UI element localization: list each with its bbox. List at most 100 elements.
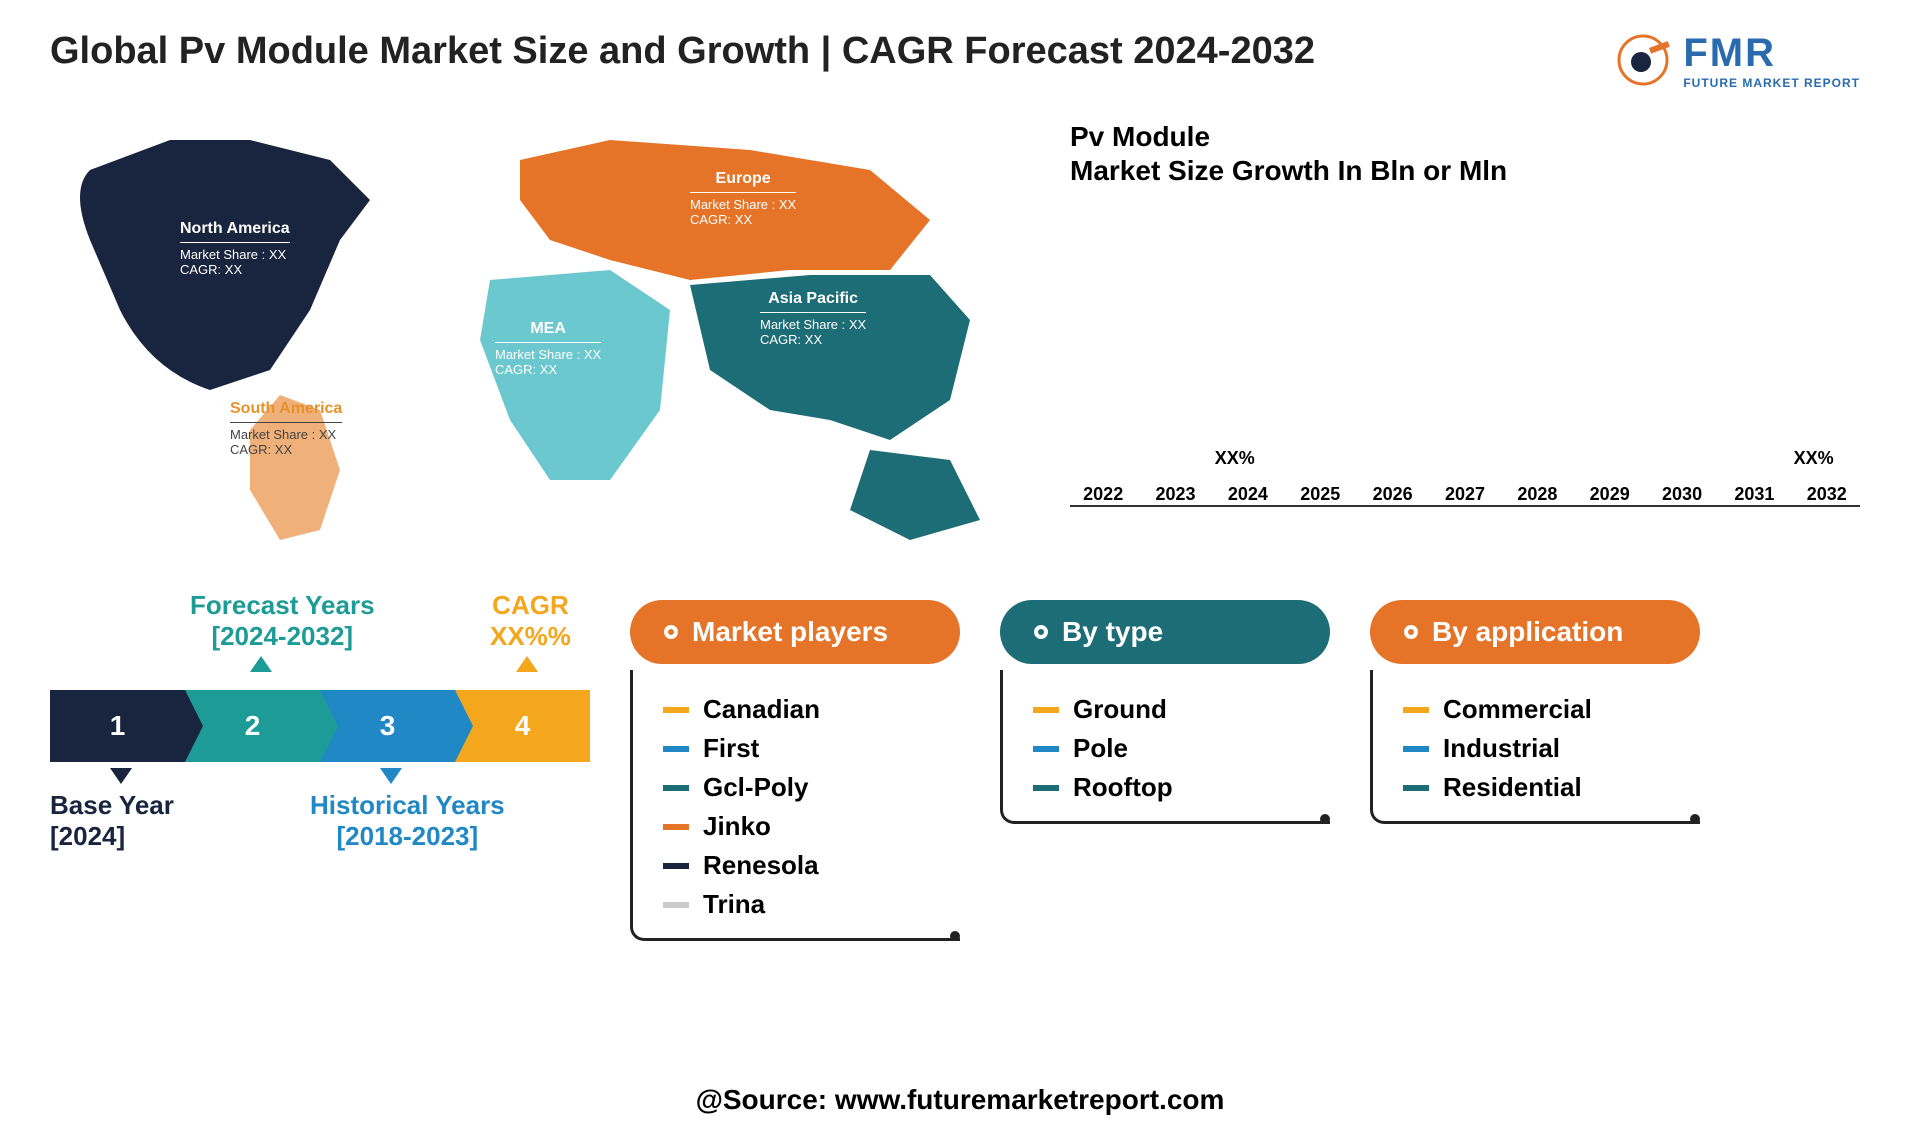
- bar-year-label: 2032: [1807, 484, 1847, 505]
- category-pill: Market players: [630, 600, 960, 664]
- bar-year-label: 2027: [1445, 484, 1485, 505]
- category-list: Ground Pole Rooftop: [1000, 670, 1330, 824]
- header: Global Pv Module Market Size and Growth …: [0, 0, 1920, 90]
- label-eu: Europe Market Share : XXCAGR: XX: [690, 170, 796, 227]
- category-block: By application Commercial Industrial Reside…: [1370, 600, 1700, 941]
- bar-col: 2023: [1142, 476, 1208, 505]
- bar-col: XX%2032: [1794, 476, 1860, 505]
- bar-year-label: 2025: [1300, 484, 1340, 505]
- timeline-seg: 4: [455, 690, 590, 762]
- item-text: Jinko: [703, 811, 771, 842]
- category-list: Canadian First Gcl-Poly Jinko Renesola Trina: [630, 670, 960, 941]
- item-text: Commercial: [1443, 694, 1592, 725]
- bar-col: 2028: [1504, 476, 1570, 505]
- timeline: Forecast Years[2024-2032] CAGRXX%% 1234 …: [50, 600, 590, 878]
- bottom-section: Forecast Years[2024-2032] CAGRXX%% 1234 …: [0, 550, 1920, 941]
- pill-dot-icon: [1404, 625, 1418, 639]
- bullet-icon: [1033, 785, 1059, 791]
- timeline-seg: 3: [320, 690, 455, 762]
- category-block: By type Ground Pole Rooftop: [1000, 600, 1330, 941]
- list-item: Commercial: [1403, 690, 1690, 729]
- fmr-logo-icon: [1613, 30, 1673, 90]
- item-text: Canadian: [703, 694, 820, 725]
- category-block: Market players Canadian First Gcl-Poly Jinko…: [630, 600, 960, 941]
- bar-col: 2026: [1359, 476, 1425, 505]
- growth-chart: Pv ModuleMarket Size Growth In Bln or Ml…: [1070, 110, 1860, 550]
- logo: FMR FUTURE MARKET REPORT: [1613, 30, 1860, 90]
- item-text: Industrial: [1443, 733, 1560, 764]
- bullet-icon: [1403, 785, 1429, 791]
- label-sa: South America Market Share : XXCAGR: XX: [230, 400, 342, 457]
- bullet-icon: [663, 707, 689, 713]
- bar-year-label: 2024: [1228, 484, 1268, 505]
- category-title: Market players: [692, 616, 888, 648]
- bullet-icon: [663, 824, 689, 830]
- bar-col: 2027: [1432, 476, 1498, 505]
- categories: Market players Canadian First Gcl-Poly Jinko…: [630, 600, 1700, 941]
- bullet-icon: [663, 746, 689, 752]
- bar-year-label: 2023: [1156, 484, 1196, 505]
- bar-col: 2031: [1721, 476, 1787, 505]
- item-text: Pole: [1073, 733, 1128, 764]
- list-item: Ground: [1033, 690, 1320, 729]
- bar-year-label: 2029: [1590, 484, 1630, 505]
- item-text: Gcl-Poly: [703, 772, 808, 803]
- list-item: Canadian: [663, 690, 950, 729]
- bar-year-label: 2030: [1662, 484, 1702, 505]
- forecast-label: Forecast Years[2024-2032]: [190, 590, 375, 652]
- category-title: By application: [1432, 616, 1623, 648]
- bullet-icon: [1403, 746, 1429, 752]
- source-text: @Source: www.futuremarketreport.com: [0, 1084, 1920, 1116]
- bar-col: 2030: [1649, 476, 1715, 505]
- top-section: North America Market Share : XXCAGR: XX …: [0, 90, 1920, 550]
- cagr-label: CAGRXX%%: [490, 590, 571, 652]
- bullet-icon: [1033, 707, 1059, 713]
- list-item: First: [663, 729, 950, 768]
- list-item: Renesola: [663, 846, 950, 885]
- label-na: North America Market Share : XXCAGR: XX: [180, 220, 290, 277]
- item-text: Ground: [1073, 694, 1167, 725]
- list-item: Gcl-Poly: [663, 768, 950, 807]
- page-title: Global Pv Module Market Size and Growth …: [50, 30, 1315, 73]
- arrow-down-icon: [380, 768, 402, 784]
- list-item: Industrial: [1403, 729, 1690, 768]
- bar-col: 2022: [1070, 476, 1136, 505]
- category-pill: By application: [1370, 600, 1700, 664]
- logo-text-sub: FUTURE MARKET REPORT: [1683, 76, 1860, 90]
- historical-label: Historical Years[2018-2023]: [310, 790, 505, 852]
- timeline-seg: 2: [185, 690, 320, 762]
- label-mea: MEA Market Share : XXCAGR: XX: [495, 320, 601, 377]
- arrow-up-icon: [516, 656, 538, 672]
- bar-col: XX%2024: [1215, 476, 1281, 505]
- bar-col: 2025: [1287, 476, 1353, 505]
- bar-col: 2029: [1577, 476, 1643, 505]
- bullet-icon: [663, 863, 689, 869]
- list-item: Rooftop: [1033, 768, 1320, 807]
- bullet-icon: [1403, 707, 1429, 713]
- item-text: First: [703, 733, 759, 764]
- pill-dot-icon: [664, 625, 678, 639]
- item-text: Residential: [1443, 772, 1582, 803]
- list-item: Pole: [1033, 729, 1320, 768]
- item-text: Trina: [703, 889, 765, 920]
- bullet-icon: [663, 785, 689, 791]
- category-title: By type: [1062, 616, 1163, 648]
- timeline-seg: 1: [50, 690, 185, 762]
- category-pill: By type: [1000, 600, 1330, 664]
- bar-year-label: 2026: [1373, 484, 1413, 505]
- list-item: Residential: [1403, 768, 1690, 807]
- world-map: North America Market Share : XXCAGR: XX …: [50, 110, 1030, 550]
- bar-year-label: 2031: [1734, 484, 1774, 505]
- bullet-icon: [1033, 746, 1059, 752]
- bar-year-label: 2028: [1517, 484, 1557, 505]
- chart-title: Pv ModuleMarket Size Growth In Bln or Ml…: [1070, 120, 1860, 187]
- pill-dot-icon: [1034, 625, 1048, 639]
- list-item: Trina: [663, 885, 950, 924]
- list-item: Jinko: [663, 807, 950, 846]
- label-ap: Asia Pacific Market Share : XXCAGR: XX: [760, 290, 866, 347]
- category-list: Commercial Industrial Residential: [1370, 670, 1700, 824]
- logo-text-main: FMR: [1683, 31, 1860, 76]
- bullet-icon: [663, 902, 689, 908]
- base-label: Base Year[2024]: [50, 790, 174, 852]
- bar-year-label: 2022: [1083, 484, 1123, 505]
